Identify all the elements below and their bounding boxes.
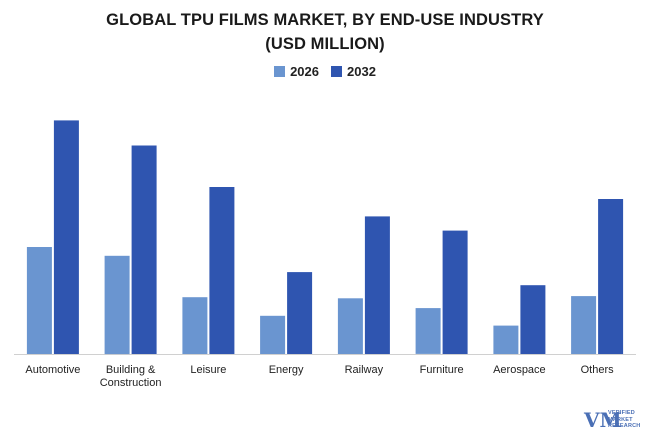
legend-item-2032: 2032 xyxy=(331,64,376,79)
bar-2026-1 xyxy=(104,255,130,355)
bar-2032-5 xyxy=(442,230,468,354)
x-tick-label: Building & xyxy=(106,364,156,376)
bar-2026-2 xyxy=(182,297,208,354)
chart-title: GLOBAL TPU FILMS MARKET, BY END-USE INDU… xyxy=(106,11,544,29)
bar-2026-4 xyxy=(337,298,363,354)
bar-2026-0 xyxy=(26,247,52,354)
chart-legend: 2026 2032 xyxy=(0,64,650,79)
bar-2032-1 xyxy=(131,145,157,354)
legend-swatch-2026 xyxy=(274,66,286,77)
logo-text: VERIFIED MARKET RESEARCH xyxy=(608,410,641,429)
x-tick-label: Energy xyxy=(269,364,304,376)
bar-2026-7 xyxy=(571,296,597,354)
logo-mark-icon: VM xyxy=(584,408,622,432)
bar-2032-0 xyxy=(53,120,79,355)
bar-2032-4 xyxy=(364,216,390,354)
x-tick-label: Leisure xyxy=(190,364,226,376)
bar-2026-3 xyxy=(260,315,286,354)
legend-label-2026: 2026 xyxy=(290,64,319,79)
bar-2032-3 xyxy=(287,272,313,354)
x-tick-label: Railway xyxy=(345,364,384,376)
bar-2026-5 xyxy=(415,308,441,354)
x-tick-label: Aerospace xyxy=(493,364,546,376)
bar-2026-6 xyxy=(493,325,519,354)
bar-2032-2 xyxy=(209,187,235,354)
x-tick-label: Automotive xyxy=(25,364,80,376)
chart-subtitle: (USD MILLION) xyxy=(265,35,385,53)
verified-market-research-logo: VM VERIFIED MARKET RESEARCH xyxy=(584,408,646,432)
x-tick-label: Others xyxy=(581,364,615,376)
bar-2032-7 xyxy=(598,199,624,354)
legend-label-2032: 2032 xyxy=(347,64,376,79)
bar-2032-6 xyxy=(520,285,546,354)
legend-swatch-2032 xyxy=(331,66,342,77)
x-tick-label: Construction xyxy=(100,377,162,389)
x-tick-label: Furniture xyxy=(420,364,464,376)
legend-item-2026: 2026 xyxy=(274,64,319,79)
